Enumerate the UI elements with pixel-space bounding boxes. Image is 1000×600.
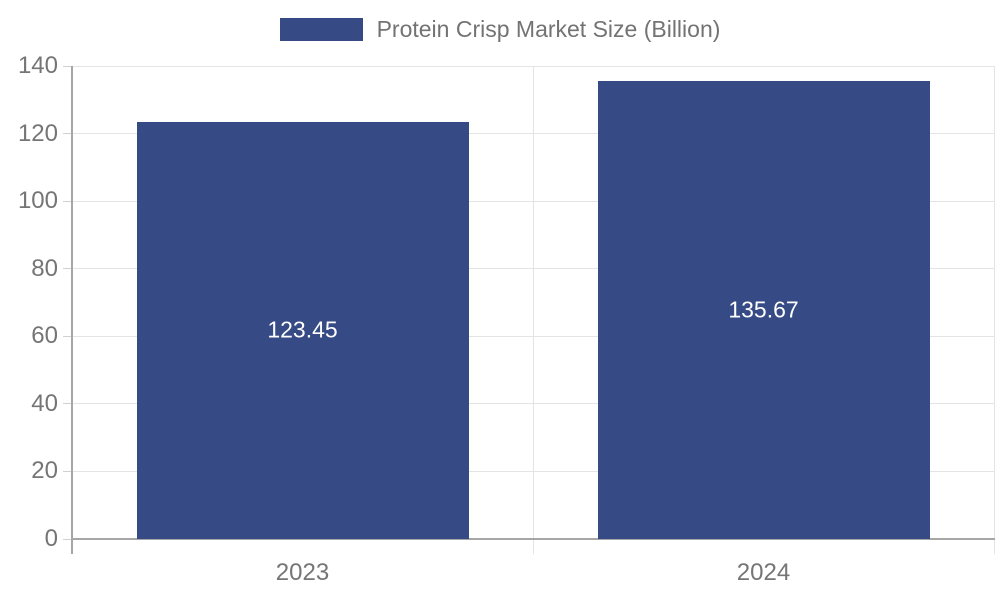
- y-tick: [63, 403, 72, 405]
- y-tick: [63, 65, 72, 67]
- x-gridline: [993, 66, 995, 554]
- bar-2023: [136, 121, 469, 539]
- bar-value-label: 135.67: [728, 296, 799, 323]
- legend-swatch: [279, 18, 363, 41]
- y-tick-label: 20: [31, 457, 58, 485]
- y-tick-label: 80: [31, 254, 58, 282]
- legend-label: Protein Crisp Market Size (Billion): [376, 16, 721, 42]
- x-tick-label: 2024: [736, 559, 791, 586]
- x-tick-label: 2023: [275, 559, 330, 586]
- y-tick-label: 60: [31, 322, 58, 350]
- y-tick-label: 100: [17, 187, 58, 215]
- y-tick-label: 120: [17, 119, 58, 147]
- y-tick-label: 0: [44, 525, 58, 552]
- x-axis-line: [71, 538, 995, 540]
- bar-2024: [597, 80, 930, 539]
- y-tick: [63, 133, 72, 135]
- y-tick-label: 40: [31, 389, 58, 417]
- x-gridline: [532, 66, 534, 554]
- y-tick: [63, 470, 72, 472]
- y-tick: [63, 268, 72, 270]
- y-axis-line: [71, 66, 73, 554]
- y-tick: [63, 335, 72, 337]
- bar-value-label: 123.45: [267, 316, 338, 343]
- legend[interactable]: Protein Crisp Market Size (Billion): [0, 16, 1000, 43]
- y-tick: [63, 200, 72, 202]
- y-tick: [63, 538, 72, 540]
- y-tick-label: 140: [17, 52, 58, 79]
